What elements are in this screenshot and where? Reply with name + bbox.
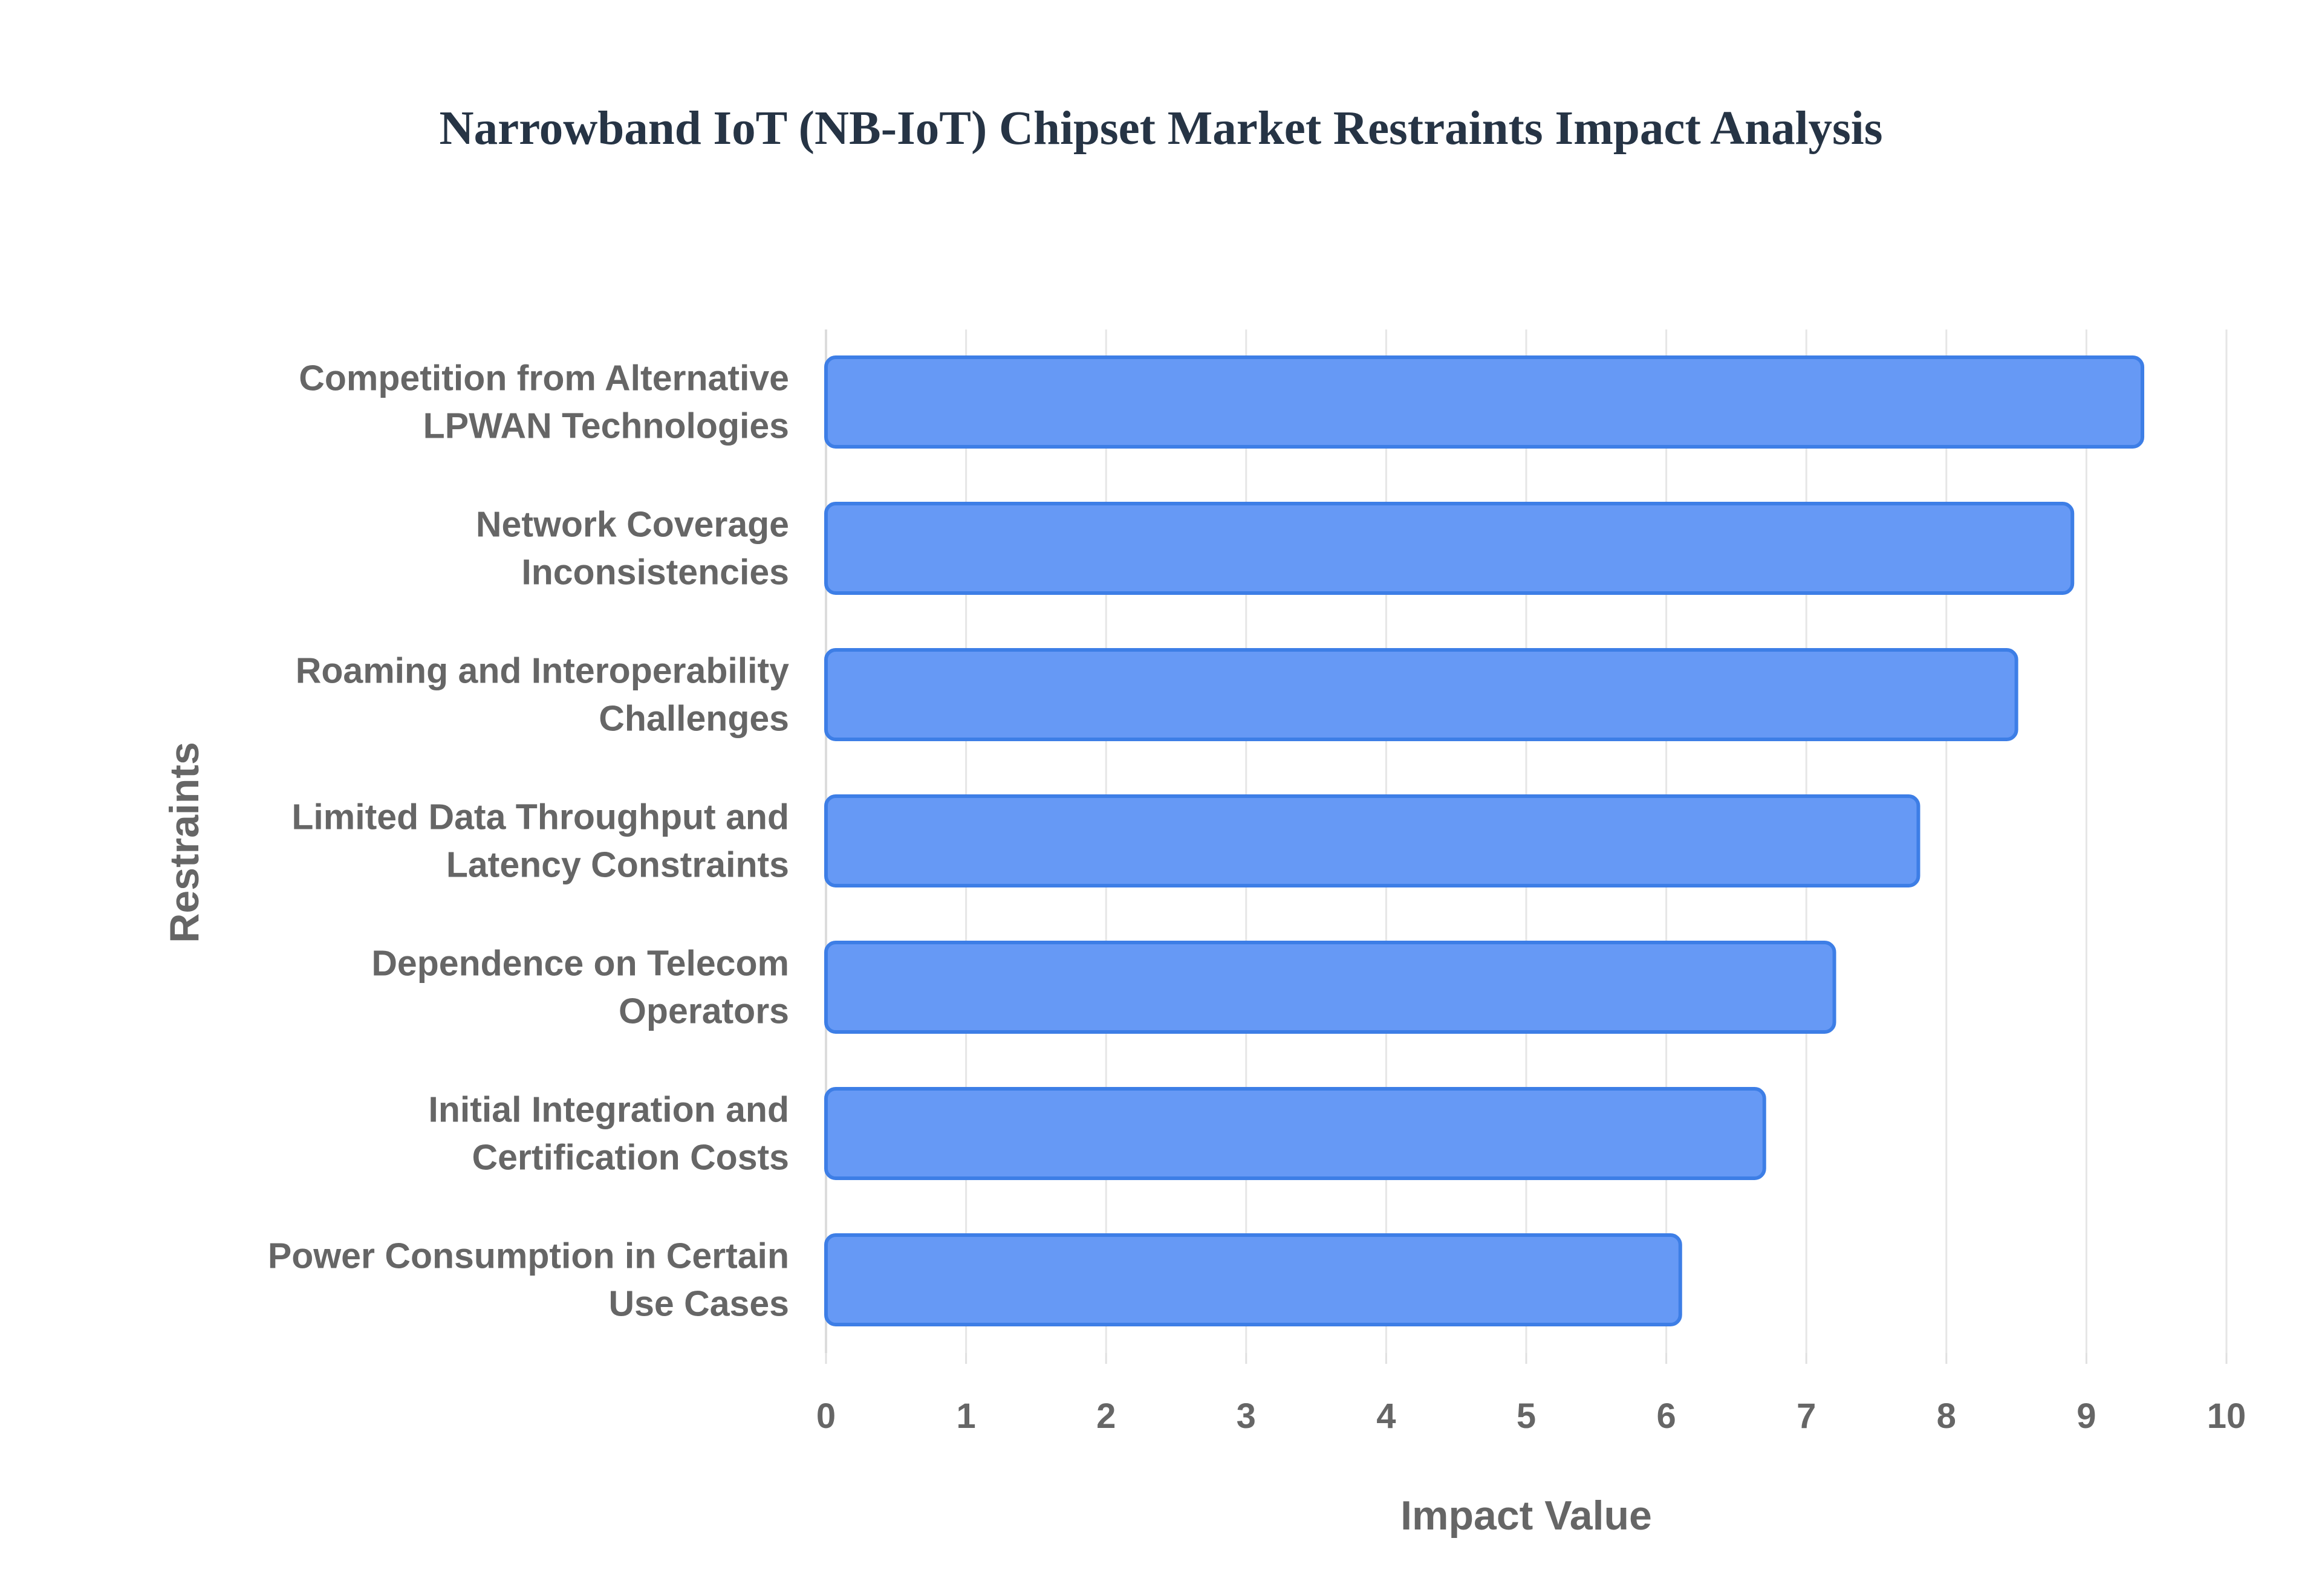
bar[interactable] [824,794,1920,887]
category-labels: Competition from Alternative LPWAN Techno… [268,358,789,1324]
category-label: Challenges [599,699,789,739]
x-tick-label: 3 [1237,1396,1256,1436]
x-tick-label: 0 [816,1396,836,1436]
category-label: Latency Constraints [446,845,789,885]
category-label: Competition from Alternative [299,358,789,398]
bar[interactable] [824,355,2145,449]
bar[interactable] [824,941,1836,1034]
bar[interactable] [824,1087,1766,1180]
y-axis-title: Restraints [161,742,207,943]
x-tick-label: 9 [2076,1396,2096,1436]
x-tick-labels: 0 1 2 3 4 5 6 7 8 9 10 [816,1396,2246,1436]
category-label: Power Consumption in Certain [268,1236,789,1276]
chart-title: Narrowband IoT (NB-IoT) Chipset Market R… [439,102,1883,155]
x-tick-label: 2 [1096,1396,1116,1436]
x-tick-label: 6 [1656,1396,1676,1436]
category-label: Network Coverage [476,505,789,545]
x-tick-label: 7 [1797,1396,1816,1436]
bar[interactable] [824,648,2018,741]
category-label: Use Cases [609,1284,790,1324]
category-label: Operators [619,991,789,1031]
x-tick-label: 10 [2207,1396,2246,1436]
category-label: Dependence on Telecom [371,944,789,984]
category-label: LPWAN Technologies [423,406,789,446]
x-axis-title: Impact Value [1400,1493,1652,1539]
bar[interactable] [824,502,2075,595]
bars [824,355,2145,1326]
bar[interactable] [824,1233,1682,1326]
category-label: Certification Costs [472,1138,789,1178]
x-tick-label: 1 [956,1396,975,1436]
x-tick-label: 4 [1376,1396,1396,1436]
category-label: Initial Integration and [428,1090,789,1130]
category-label: Limited Data Throughput and [291,797,789,837]
category-label: Inconsistencies [521,553,789,592]
x-tick-label: 5 [1517,1396,1536,1436]
category-label: Roaming and Interoperability [296,651,789,691]
x-tick-label: 8 [1937,1396,1956,1436]
